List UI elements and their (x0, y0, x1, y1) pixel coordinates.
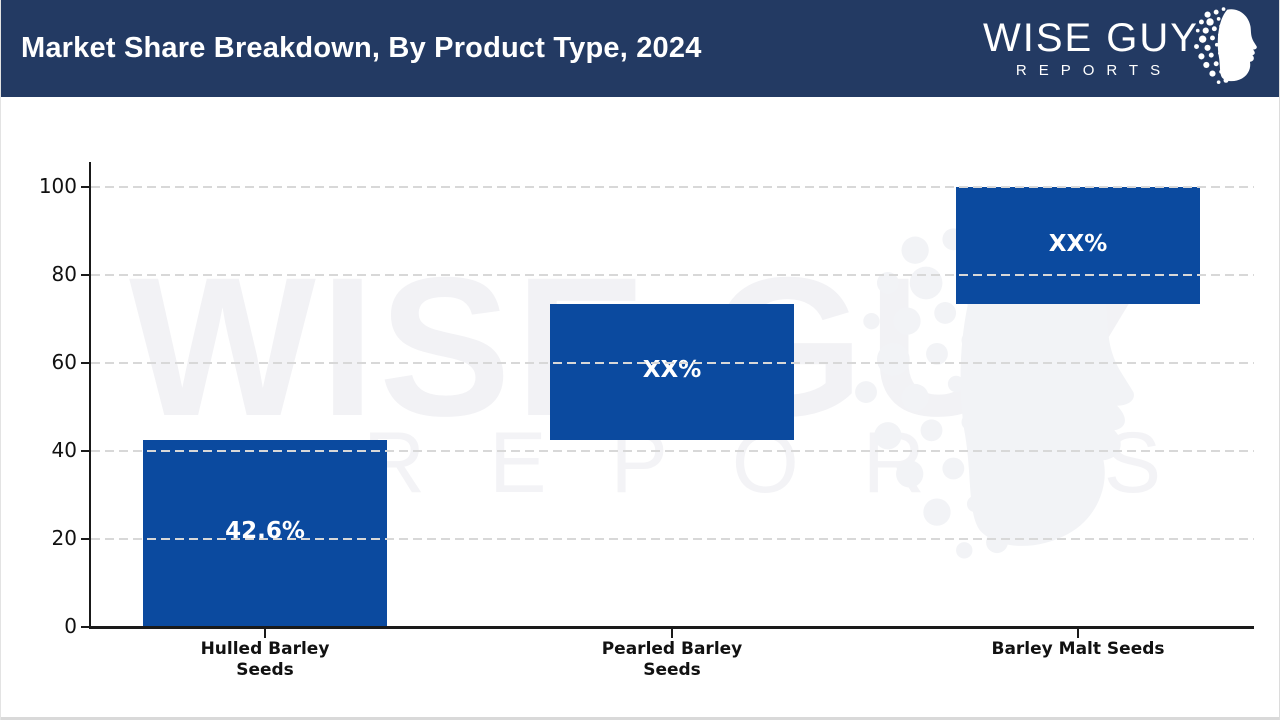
y-tick-label-100: 100 (38, 174, 77, 198)
watermark-subtitle: REPORTS (363, 415, 1226, 511)
y-tick-mark (81, 538, 89, 540)
bar-value-label: XX% (1048, 230, 1108, 257)
bar-hulled-barley-seeds[interactable]: 42.6% (143, 439, 387, 627)
y-tick-label-40: 40 (51, 438, 77, 462)
x-tick-label-2: Pearled Barley Seeds (601, 639, 743, 680)
x-tick-mark (1077, 629, 1079, 638)
y-tick-label-0: 0 (64, 614, 77, 638)
x-tick-label-3: Barley Malt Seeds (991, 639, 1165, 659)
bar-pearled-barley-seeds[interactable]: XX% (550, 304, 794, 440)
header-bar: Market Share Breakdown, By Product Type,… (1, 0, 1279, 97)
y-tick-mark (81, 450, 89, 452)
y-tick-mark (81, 362, 89, 364)
gridline-40 (91, 450, 1254, 452)
y-tick-mark (81, 186, 89, 188)
bar-value-label: XX% (642, 357, 702, 383)
wise-guy-reports-logo: WISE GUY REPORTS (983, 6, 1267, 92)
gridline-20 (91, 538, 1254, 540)
y-tick-label-60: 60 (51, 350, 77, 374)
y-tick-label-80: 80 (51, 262, 77, 286)
y-tick-mark (81, 274, 89, 276)
dotted-face-icon (1194, 6, 1257, 84)
bar-barley-malt-seeds[interactable]: XX% (956, 187, 1200, 305)
y-axis (89, 162, 91, 628)
y-tick-mark (81, 626, 89, 628)
gridline-100 (91, 186, 1254, 188)
bar-value-label: 42.6% (225, 518, 305, 545)
page-title: Market Share Breakdown, By Product Type,… (21, 32, 702, 64)
bottom-divider (1, 717, 1279, 720)
x-tick-mark (264, 629, 266, 638)
logo-text: WISE GUY REPORTS (983, 18, 1199, 79)
x-tick-label-1: Hulled Barley Seeds (200, 639, 330, 680)
logo-subtitle: REPORTS (1015, 62, 1173, 79)
gridline-80 (91, 274, 1254, 276)
y-tick-label-20: 20 (51, 526, 77, 550)
logo-wordmark: WISE GUY (982, 16, 1199, 60)
gridline-60 (91, 362, 1254, 364)
x-tick-mark (671, 629, 673, 638)
x-axis (89, 626, 1254, 629)
